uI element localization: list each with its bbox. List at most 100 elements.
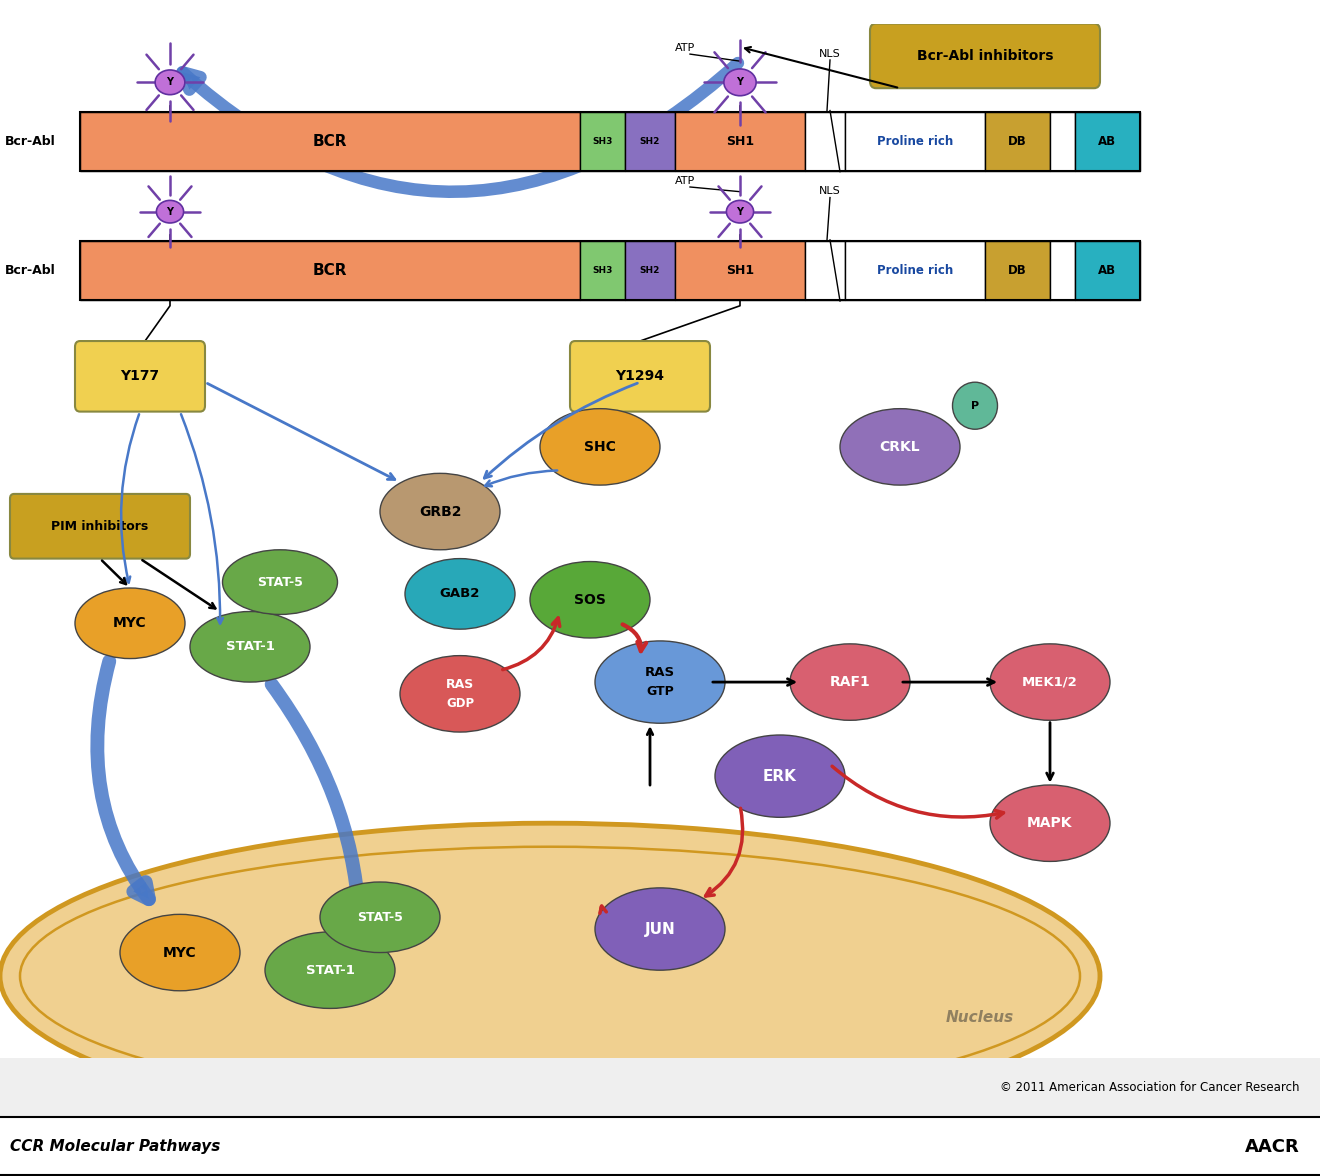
FancyArrowPatch shape — [713, 679, 795, 686]
Text: STAT-1: STAT-1 — [305, 963, 355, 977]
Text: STAT-1: STAT-1 — [226, 640, 275, 654]
FancyArrowPatch shape — [272, 684, 366, 913]
Ellipse shape — [789, 643, 909, 720]
Text: Y: Y — [166, 78, 173, 87]
Ellipse shape — [120, 915, 240, 990]
Ellipse shape — [156, 69, 185, 94]
Text: DB: DB — [1008, 263, 1027, 278]
Text: GAB2: GAB2 — [440, 587, 480, 601]
Bar — [985, 112, 1049, 171]
Bar — [985, 241, 1049, 300]
Bar — [624, 241, 675, 300]
Bar — [1049, 241, 1074, 300]
Bar — [81, 112, 1140, 171]
Text: Y: Y — [737, 78, 743, 87]
Text: RAF1: RAF1 — [830, 675, 870, 689]
Bar — [675, 241, 805, 300]
Ellipse shape — [723, 69, 756, 95]
Ellipse shape — [190, 612, 310, 682]
Ellipse shape — [0, 823, 1100, 1129]
Text: BCR: BCR — [313, 263, 347, 278]
FancyBboxPatch shape — [870, 24, 1100, 88]
Ellipse shape — [75, 588, 185, 659]
Ellipse shape — [715, 735, 845, 817]
Text: SH3: SH3 — [593, 136, 612, 146]
Text: Y: Y — [166, 207, 173, 216]
Ellipse shape — [405, 559, 515, 629]
Text: JUN: JUN — [644, 922, 676, 936]
Text: AACR: AACR — [1245, 1137, 1300, 1156]
FancyArrowPatch shape — [486, 470, 557, 486]
Ellipse shape — [223, 549, 338, 614]
Bar — [579, 241, 624, 300]
FancyArrowPatch shape — [706, 808, 743, 896]
Text: MYC: MYC — [114, 616, 147, 630]
Text: ERK: ERK — [763, 769, 797, 783]
Text: STAT-5: STAT-5 — [358, 910, 403, 924]
Bar — [624, 112, 675, 171]
Text: CRKL: CRKL — [879, 440, 920, 454]
Text: AB: AB — [1098, 134, 1117, 148]
Text: SH1: SH1 — [726, 263, 754, 278]
Ellipse shape — [156, 200, 183, 223]
Text: Y: Y — [737, 207, 743, 216]
FancyArrowPatch shape — [181, 414, 223, 623]
Text: ATP: ATP — [675, 42, 696, 53]
Text: SH2: SH2 — [640, 266, 660, 275]
FancyArrowPatch shape — [182, 64, 738, 192]
Text: Y1294: Y1294 — [615, 369, 664, 383]
Text: GRB2: GRB2 — [418, 505, 461, 519]
Text: AB: AB — [1098, 263, 1117, 278]
FancyBboxPatch shape — [75, 341, 205, 412]
Text: Proline rich: Proline rich — [876, 263, 953, 278]
Text: STAT-5: STAT-5 — [257, 575, 302, 589]
Text: NLS: NLS — [820, 186, 841, 196]
Text: RAS: RAS — [446, 677, 474, 691]
Bar — [1074, 112, 1140, 171]
FancyArrowPatch shape — [623, 624, 647, 652]
Text: MEK1/2: MEK1/2 — [1022, 675, 1078, 689]
Text: ATP: ATP — [675, 175, 696, 186]
Text: MYC: MYC — [164, 946, 197, 960]
Text: MAPK: MAPK — [1027, 816, 1073, 830]
Ellipse shape — [595, 888, 725, 970]
Ellipse shape — [380, 473, 500, 550]
Bar — [0, 1058, 1320, 1117]
Text: SH3: SH3 — [593, 266, 612, 275]
Ellipse shape — [319, 882, 440, 953]
Text: SH2: SH2 — [640, 136, 660, 146]
Ellipse shape — [531, 562, 649, 637]
Text: SOS: SOS — [574, 593, 606, 607]
FancyArrowPatch shape — [484, 383, 638, 479]
FancyArrowPatch shape — [832, 767, 1003, 818]
Text: PIM inhibitors: PIM inhibitors — [51, 520, 149, 533]
Ellipse shape — [265, 931, 395, 1008]
Ellipse shape — [726, 200, 754, 223]
Text: RAS: RAS — [645, 666, 675, 680]
Text: Bcr-Abl: Bcr-Abl — [5, 134, 55, 148]
Text: NLS: NLS — [820, 48, 841, 59]
Ellipse shape — [990, 786, 1110, 861]
Text: GDP: GDP — [446, 696, 474, 710]
Text: Bcr-Abl inhibitors: Bcr-Abl inhibitors — [917, 49, 1053, 62]
FancyBboxPatch shape — [570, 341, 710, 412]
Bar — [805, 241, 845, 300]
Text: P: P — [972, 401, 979, 410]
Text: SHC: SHC — [583, 440, 616, 454]
Text: © 2011 American Association for Cancer Research: © 2011 American Association for Cancer R… — [1001, 1081, 1300, 1095]
Bar — [81, 241, 579, 300]
Bar — [81, 241, 1140, 300]
Text: CCR Molecular Pathways: CCR Molecular Pathways — [11, 1140, 220, 1154]
FancyArrowPatch shape — [1047, 722, 1053, 780]
Bar — [845, 112, 985, 171]
Text: BCR: BCR — [313, 134, 347, 148]
Ellipse shape — [990, 643, 1110, 720]
Ellipse shape — [400, 655, 520, 731]
FancyArrowPatch shape — [599, 906, 606, 914]
FancyArrowPatch shape — [98, 661, 149, 900]
Bar — [1049, 112, 1074, 171]
Text: GTP: GTP — [645, 684, 675, 699]
Bar — [579, 112, 624, 171]
FancyArrowPatch shape — [903, 679, 994, 686]
Bar — [845, 241, 985, 300]
